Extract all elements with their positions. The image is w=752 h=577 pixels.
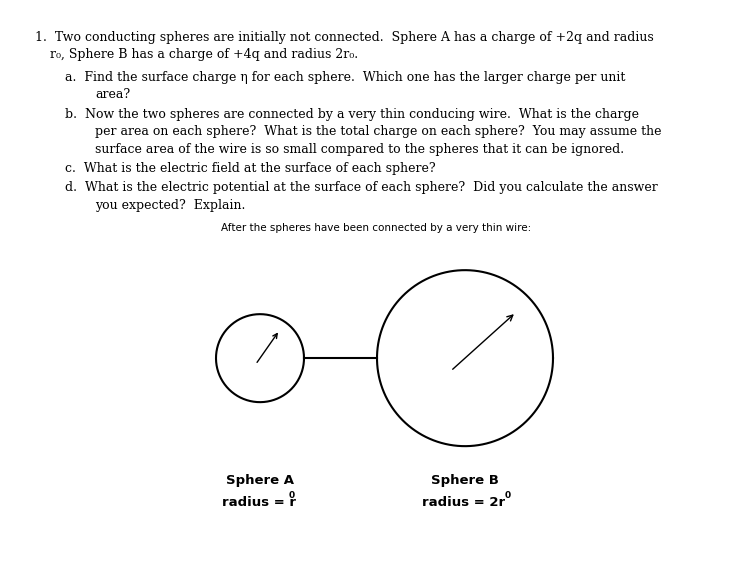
Text: c.  What is the electric field at the surface of each sphere?: c. What is the electric field at the sur… xyxy=(65,162,435,175)
Text: After the spheres have been connected by a very thin wire:: After the spheres have been connected by… xyxy=(221,223,531,233)
Text: 0: 0 xyxy=(505,491,511,500)
Text: radius = 2r: radius = 2r xyxy=(423,496,505,509)
Text: Sphere A: Sphere A xyxy=(226,474,294,487)
Text: r₀, Sphere B has a charge of +4q and radius 2r₀.: r₀, Sphere B has a charge of +4q and rad… xyxy=(50,48,358,61)
Text: d.  What is the electric potential at the surface of each sphere?  Did you calcu: d. What is the electric potential at the… xyxy=(65,181,658,194)
Text: per area on each sphere?  What is the total charge on each sphere?  You may assu: per area on each sphere? What is the tot… xyxy=(95,125,662,138)
Text: radius = r: radius = r xyxy=(222,496,296,509)
Text: area?: area? xyxy=(95,88,130,102)
Text: you expected?  Explain.: you expected? Explain. xyxy=(95,198,245,212)
Text: a.  Find the surface charge η for each sphere.  Which one has the larger charge : a. Find the surface charge η for each sp… xyxy=(65,71,626,84)
Text: 1.  Two conducting spheres are initially not connected.  Sphere A has a charge o: 1. Two conducting spheres are initially … xyxy=(35,31,653,44)
Text: Sphere B: Sphere B xyxy=(431,474,499,487)
Text: surface area of the wire is so small compared to the spheres that it can be igno: surface area of the wire is so small com… xyxy=(95,143,624,156)
Text: b.  Now the two spheres are connected by a very thin conducing wire.  What is th: b. Now the two spheres are connected by … xyxy=(65,108,639,121)
Text: 0: 0 xyxy=(289,491,295,500)
